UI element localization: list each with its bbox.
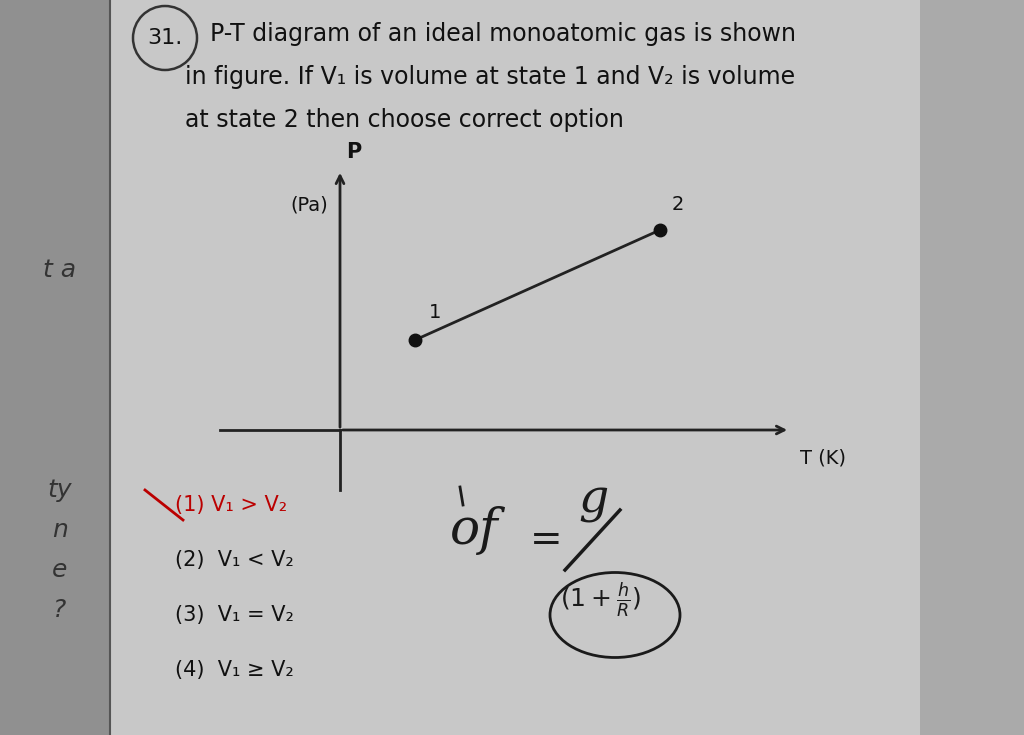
Text: 2: 2	[672, 195, 684, 214]
Text: T (K): T (K)	[800, 448, 846, 467]
Bar	[920, 0, 1024, 735]
Text: P: P	[346, 142, 361, 162]
Text: 1: 1	[429, 303, 441, 322]
Text: of: of	[450, 505, 499, 555]
Text: (4)  V₁ ≥ V₂: (4) V₁ ≥ V₂	[175, 660, 294, 680]
Text: ?: ?	[53, 598, 67, 622]
Text: e: e	[52, 558, 68, 582]
Text: (2)  V₁ < V₂: (2) V₁ < V₂	[175, 550, 294, 570]
Text: g: g	[578, 477, 608, 523]
Text: at state 2 then choose correct option: at state 2 then choose correct option	[185, 108, 624, 132]
Text: (3)  V₁ = V₂: (3) V₁ = V₂	[175, 605, 294, 625]
Text: P-T diagram of an ideal monoatomic gas is shown: P-T diagram of an ideal monoatomic gas i…	[210, 22, 796, 46]
Text: =: =	[530, 522, 562, 559]
Text: (Pa): (Pa)	[290, 195, 328, 214]
Text: t a: t a	[43, 258, 77, 282]
Text: (1) V₁ > V₂: (1) V₁ > V₂	[175, 495, 288, 515]
Text: 31.: 31.	[147, 28, 182, 48]
Bar	[0, 0, 110, 735]
Text: $(1+\frac{h}{R})$: $(1+\frac{h}{R})$	[560, 581, 641, 620]
Text: n: n	[52, 518, 68, 542]
Text: in figure. If V₁ is volume at state 1 and V₂ is volume: in figure. If V₁ is volume at state 1 an…	[185, 65, 795, 89]
Text: ty: ty	[48, 478, 73, 502]
